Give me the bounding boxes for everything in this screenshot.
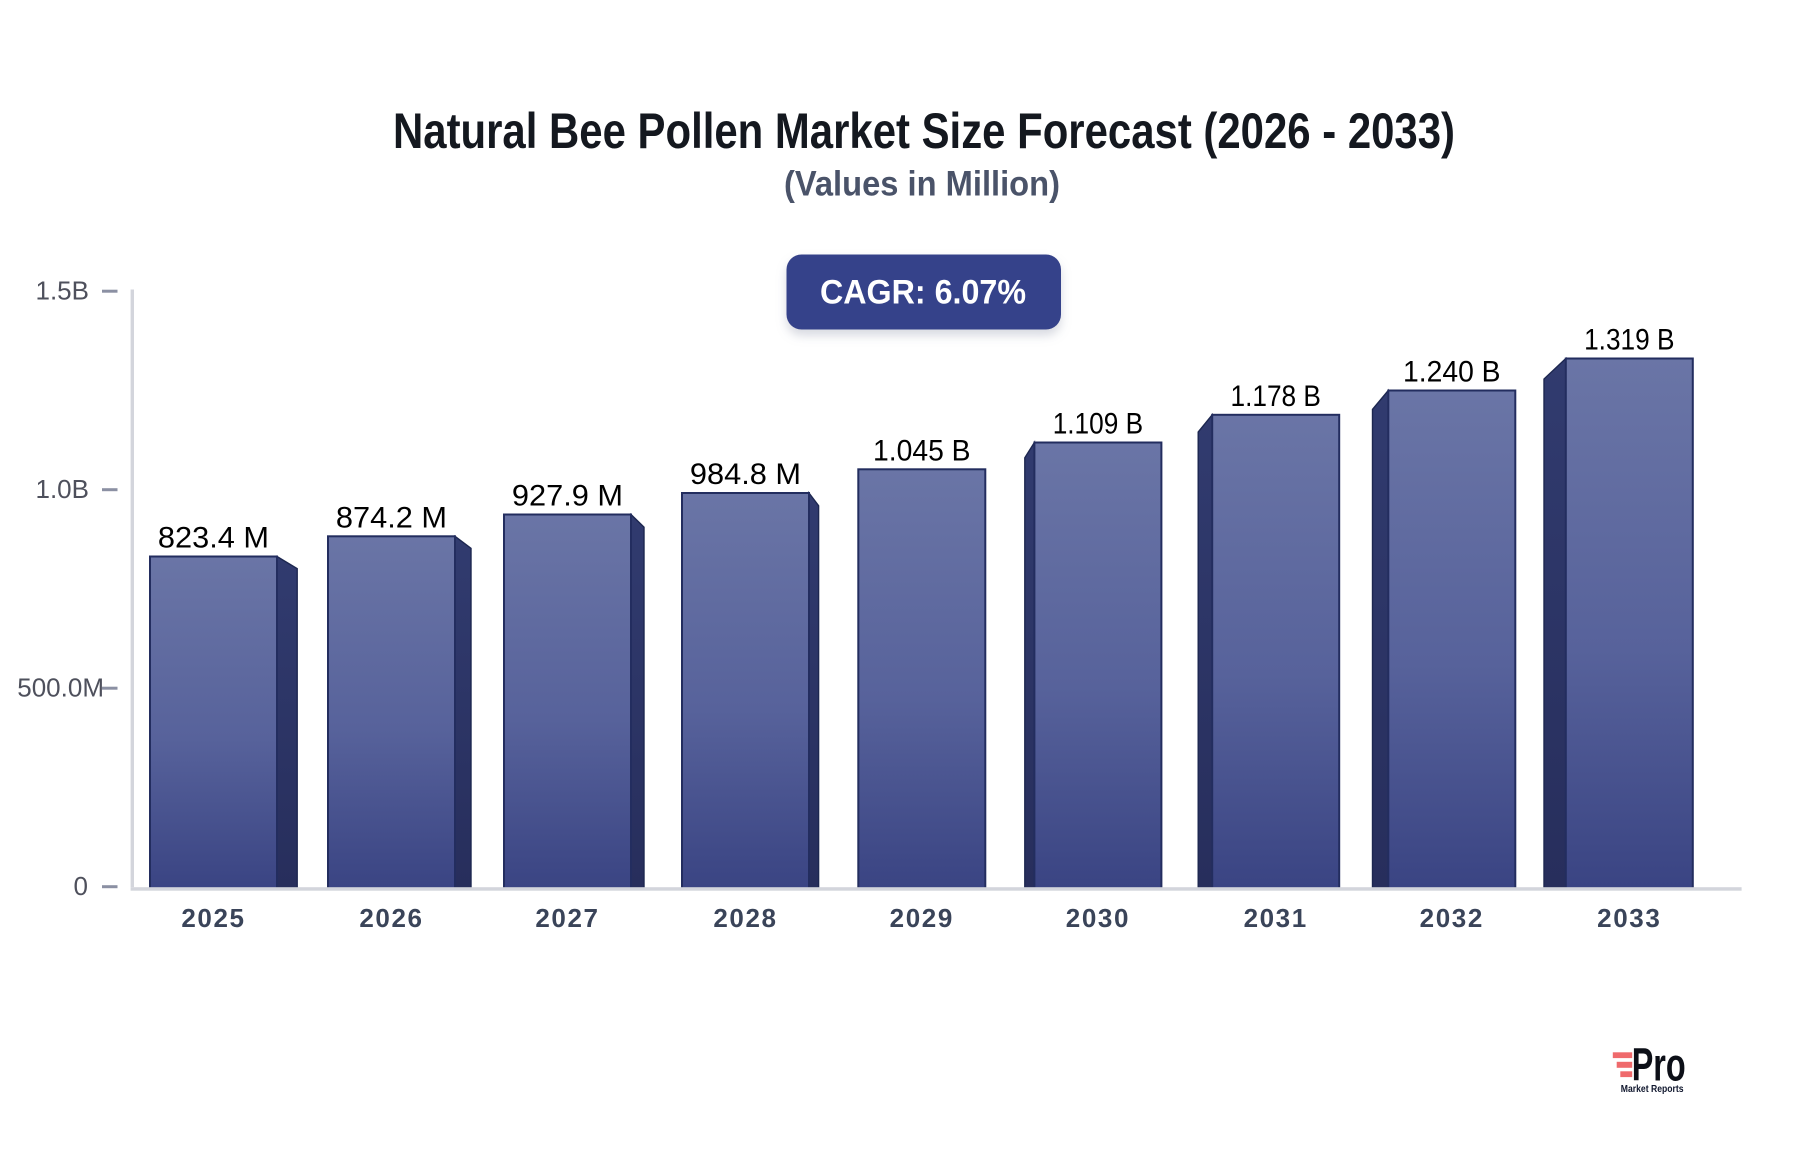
svg-text:927.9 M: 927.9 M [512,480,623,513]
svg-text:1.0B: 1.0B [36,474,90,504]
svg-text:Pro: Pro [1632,1039,1686,1091]
svg-text:1.045 B: 1.045 B [873,434,971,467]
svg-text:2026: 2026 [359,903,423,933]
svg-text:2030: 2030 [1066,903,1130,933]
svg-text:2028: 2028 [713,903,777,933]
svg-text:2027: 2027 [535,903,599,933]
svg-text:0: 0 [74,871,88,901]
svg-text:500.0M: 500.0M [17,673,104,703]
svg-text:2033: 2033 [1597,903,1661,933]
svg-text:Natural Bee Pollen Market Size: Natural Bee Pollen Market Size Forecast … [393,103,1455,159]
svg-text:2025: 2025 [181,903,245,933]
svg-text:2032: 2032 [1420,903,1484,933]
svg-text:2031: 2031 [1244,903,1308,933]
svg-text:CAGR: 6.07%: CAGR: 6.07% [820,274,1026,312]
svg-text:(Values in Million): (Values in Million) [784,165,1060,204]
svg-text:984.8 M: 984.8 M [690,458,801,491]
svg-text:2029: 2029 [890,903,954,933]
svg-text:874.2 M: 874.2 M [336,501,447,534]
svg-text:1.109 B: 1.109 B [1053,408,1143,441]
svg-text:1.319 B: 1.319 B [1584,324,1674,357]
svg-text:1.5B: 1.5B [36,276,90,306]
svg-text:1.240 B: 1.240 B [1403,356,1501,389]
svg-text:823.4 M: 823.4 M [158,522,269,555]
svg-text:Market Reports: Market Reports [1621,1083,1684,1095]
svg-text:1.178 B: 1.178 B [1231,380,1321,413]
